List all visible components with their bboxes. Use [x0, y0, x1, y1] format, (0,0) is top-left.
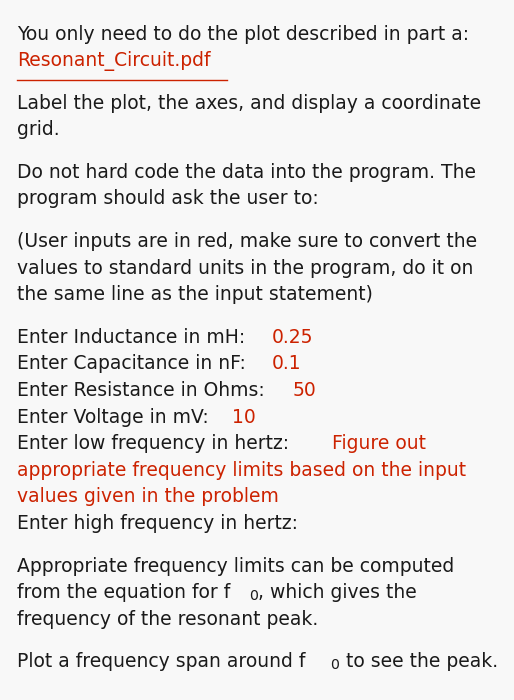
Text: Enter Resistance in Ohms:: Enter Resistance in Ohms:	[17, 381, 271, 400]
Text: 0.1: 0.1	[272, 354, 302, 373]
Text: , which gives the: , which gives the	[259, 583, 417, 602]
Text: Enter low frequency in hertz:: Enter low frequency in hertz:	[17, 434, 307, 453]
Text: 10: 10	[232, 407, 255, 426]
Text: Label the plot, the axes, and display a coordinate: Label the plot, the axes, and display a …	[17, 94, 482, 113]
Text: Enter Voltage in mV:: Enter Voltage in mV:	[17, 407, 215, 426]
Text: 0.25: 0.25	[271, 328, 313, 346]
Text: Do not hard code the data into the program. The: Do not hard code the data into the progr…	[17, 163, 476, 182]
Text: from the equation for f: from the equation for f	[17, 583, 231, 602]
Text: values to standard units in the program, do it on: values to standard units in the program,…	[17, 258, 474, 278]
Text: 0: 0	[249, 589, 258, 603]
Text: Enter Capacitance in nF:: Enter Capacitance in nF:	[17, 354, 252, 373]
Text: 50: 50	[292, 381, 317, 400]
Text: grid.: grid.	[17, 120, 60, 139]
Text: Figure out: Figure out	[332, 434, 426, 453]
Text: appropriate frequency limits based on the input: appropriate frequency limits based on th…	[17, 461, 466, 480]
Text: program should ask the user to:: program should ask the user to:	[17, 190, 319, 209]
Text: 0: 0	[330, 658, 339, 672]
Text: the same line as the input statement): the same line as the input statement)	[17, 285, 373, 304]
Text: to see the peak.: to see the peak.	[340, 652, 498, 671]
Text: frequency of the resonant peak.: frequency of the resonant peak.	[17, 610, 319, 629]
Text: Resonant_Circuit.pdf: Resonant_Circuit.pdf	[17, 51, 211, 71]
Text: (User inputs are in red, make sure to convert the: (User inputs are in red, make sure to co…	[17, 232, 478, 251]
Text: Enter Inductance in mH:: Enter Inductance in mH:	[17, 328, 251, 346]
Text: You only need to do the plot described in part a:: You only need to do the plot described i…	[17, 25, 469, 43]
Text: Enter high frequency in hertz:: Enter high frequency in hertz:	[17, 514, 298, 533]
Text: Plot a frequency span around f: Plot a frequency span around f	[17, 652, 306, 671]
Text: Appropriate frequency limits can be computed: Appropriate frequency limits can be comp…	[17, 556, 454, 575]
Text: values given in the problem: values given in the problem	[17, 487, 279, 506]
